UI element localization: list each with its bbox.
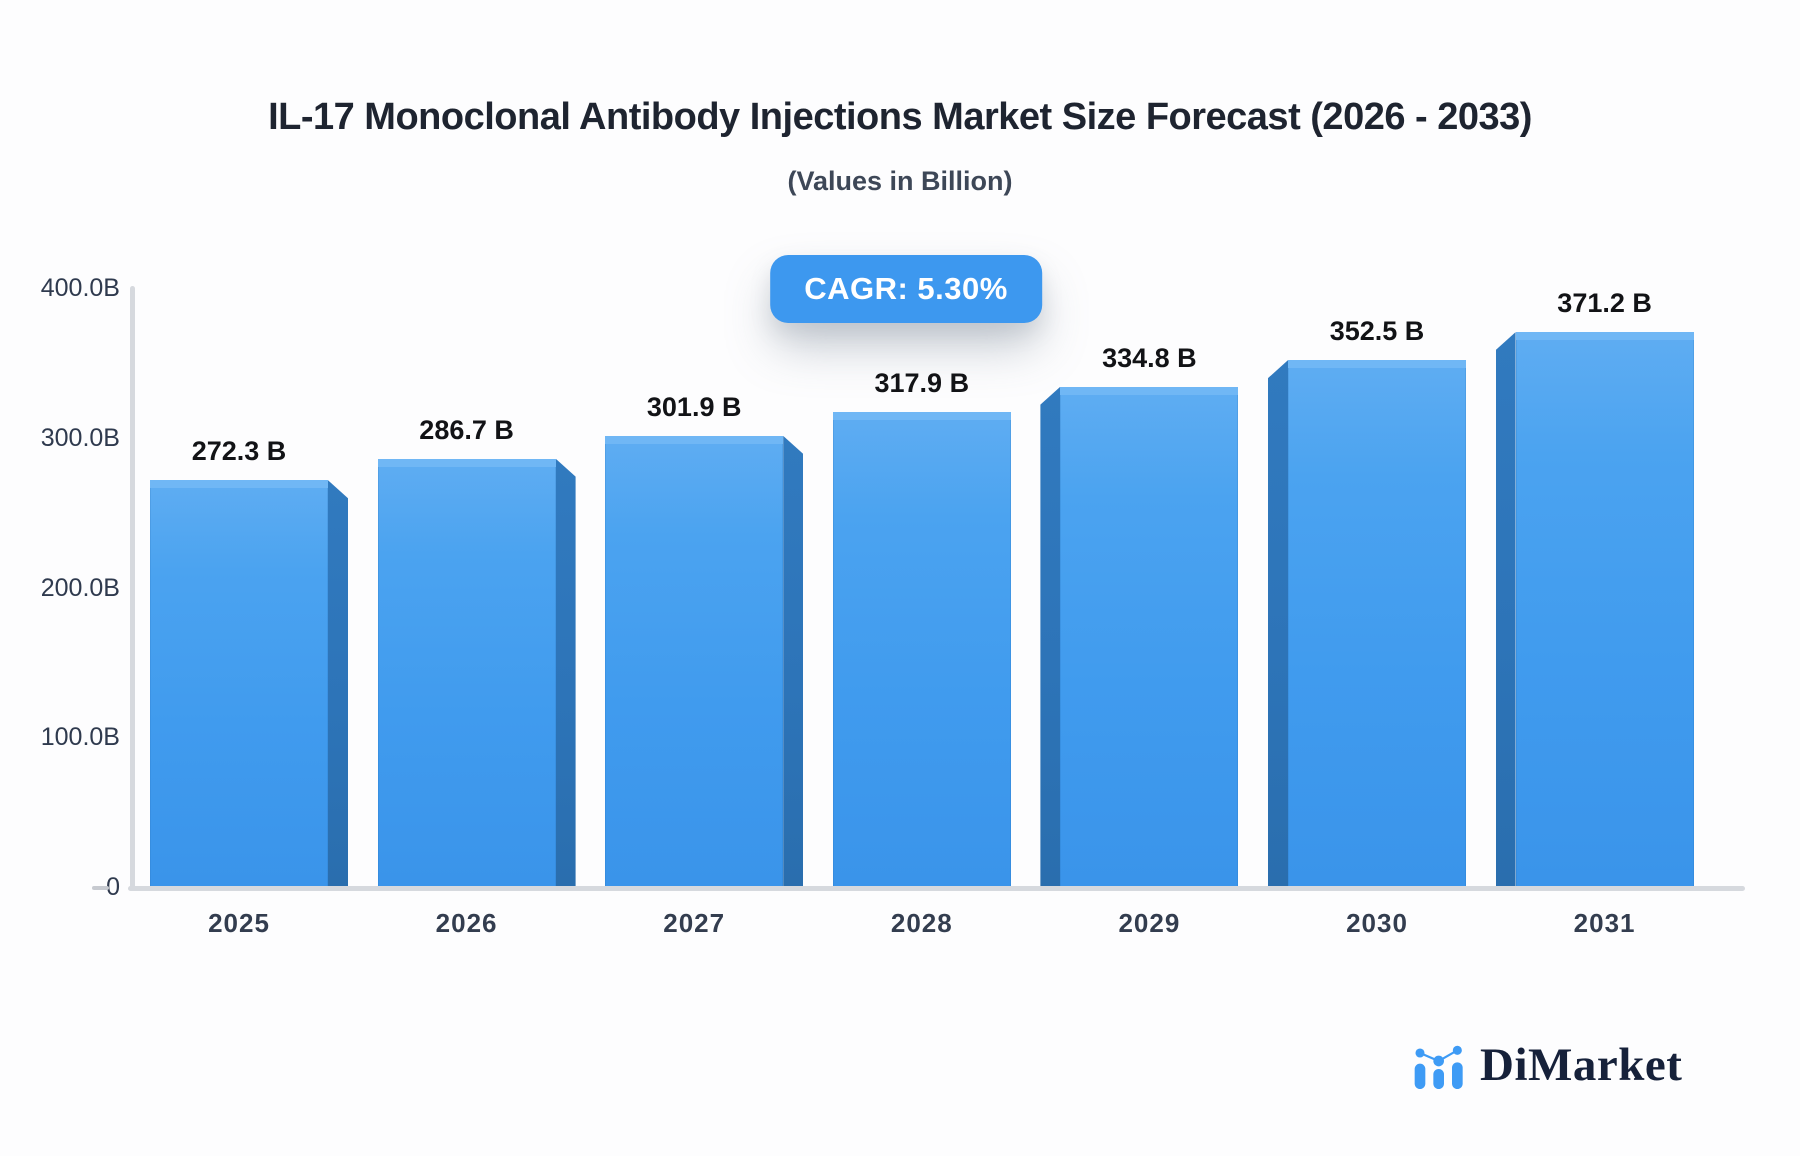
bar-side-face xyxy=(783,435,804,888)
bar-value-label: 352.5 B xyxy=(1329,316,1425,347)
bar-value-label: 301.9 B xyxy=(646,391,742,422)
bar-front-face xyxy=(377,458,556,888)
bar-value-label: 272.3 B xyxy=(191,436,287,467)
bar-top-highlight xyxy=(1288,360,1466,369)
x-axis-category-label: 2029 xyxy=(1118,908,1181,938)
bar-value-label: 334.8 B xyxy=(1102,342,1197,373)
bar-front-face xyxy=(150,480,328,888)
dimarket-logo: DiMarket xyxy=(1412,1038,1682,1092)
bar-front-face xyxy=(1060,386,1239,888)
bar-front-face xyxy=(1288,360,1466,888)
bar-top-highlight xyxy=(605,435,784,444)
bar-2025 xyxy=(150,480,348,888)
y-axis-tick-label: 0 xyxy=(106,873,120,901)
chart-title: IL-17 Monoclonal Antibody Injections Mar… xyxy=(268,96,1532,138)
bar-2028 xyxy=(832,411,1011,888)
y-axis-tick-label: 300.0B xyxy=(40,423,120,452)
bar-side-face xyxy=(1268,360,1288,888)
bar-top-highlight xyxy=(1060,386,1239,395)
bar-2031 xyxy=(1495,332,1694,888)
x-axis-line xyxy=(128,886,1745,891)
bar-2029 xyxy=(1040,386,1239,888)
x-axis-category-label: 2027 xyxy=(663,908,726,938)
dimarket-logo-text: DiMarket xyxy=(1480,1039,1683,1091)
bar-value-label: 317.9 B xyxy=(874,367,970,398)
bar-front-face xyxy=(605,435,784,888)
x-axis-category-label: 2026 xyxy=(435,908,498,938)
dimarket-logo-icon xyxy=(1414,1045,1463,1089)
y-axis-line xyxy=(130,286,135,889)
bar-front-face xyxy=(832,411,1011,888)
x-axis-category-label: 2028 xyxy=(890,908,953,938)
bar-side-face xyxy=(1040,386,1061,888)
bar-side-face xyxy=(555,458,576,888)
bar-top-highlight xyxy=(832,411,1011,420)
bar-side-face xyxy=(328,480,348,888)
x-axis-category-label: 2031 xyxy=(1573,908,1636,938)
x-axis-category-label: 2025 xyxy=(208,908,270,938)
y-axis-tick-label: 100.0B xyxy=(40,723,120,752)
bar-value-label: 286.7 B xyxy=(419,414,514,445)
y-axis-tick-label: 400.0B xyxy=(40,274,120,302)
bar-top-highlight xyxy=(1515,332,1694,341)
bar-front-face xyxy=(1515,332,1694,888)
zero-tick-mark xyxy=(92,886,109,890)
bar-2026 xyxy=(377,458,576,888)
bar-top-highlight xyxy=(150,480,328,489)
chart-subtitle: (Values in Billion) xyxy=(787,166,1013,196)
bar-value-label: 371.2 B xyxy=(1557,288,1652,319)
bar-2027 xyxy=(605,435,804,888)
bar-2030 xyxy=(1268,360,1466,888)
x-axis-category-label: 2030 xyxy=(1346,908,1408,938)
y-axis-tick-label: 200.0B xyxy=(40,573,120,602)
bar-side-face xyxy=(1495,332,1516,888)
bar-top-highlight xyxy=(377,458,556,467)
cagr-badge: CAGR: 5.30% xyxy=(770,255,1042,323)
